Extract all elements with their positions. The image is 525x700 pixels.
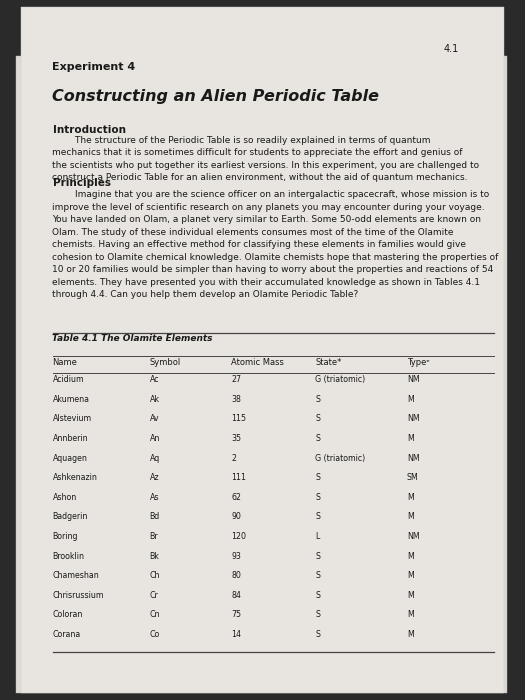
Text: 14: 14 <box>231 630 241 639</box>
Text: Table 4.1 The Olamite Elements: Table 4.1 The Olamite Elements <box>52 334 213 343</box>
Text: 84: 84 <box>231 591 241 600</box>
Text: Ashkenazin: Ashkenazin <box>52 473 97 482</box>
Text: NM: NM <box>407 375 419 384</box>
Text: Acidium: Acidium <box>52 375 84 384</box>
Text: Experiment 4: Experiment 4 <box>52 62 136 71</box>
Text: 90: 90 <box>231 512 241 522</box>
Text: An: An <box>150 434 160 443</box>
Text: S: S <box>315 630 320 639</box>
Text: S: S <box>315 571 320 580</box>
Text: M: M <box>407 610 414 620</box>
Text: S: S <box>315 552 320 561</box>
Text: Alstevium: Alstevium <box>52 414 92 424</box>
Text: M: M <box>407 493 414 502</box>
Text: Corana: Corana <box>52 630 81 639</box>
Text: 62: 62 <box>231 493 241 502</box>
Text: M: M <box>407 571 414 580</box>
Text: S: S <box>315 493 320 502</box>
Text: Aquagen: Aquagen <box>52 454 87 463</box>
Text: S: S <box>315 473 320 482</box>
Text: S: S <box>315 395 320 404</box>
Text: 75: 75 <box>231 610 241 620</box>
Text: Az: Az <box>150 473 159 482</box>
Text: Coloran: Coloran <box>52 610 83 620</box>
Text: Introduction: Introduction <box>52 125 125 134</box>
Text: Constructing an Alien Periodic Table: Constructing an Alien Periodic Table <box>52 89 380 104</box>
Text: 115: 115 <box>231 414 246 424</box>
Text: L: L <box>315 532 319 541</box>
Text: State*: State* <box>315 358 341 367</box>
Text: Br: Br <box>150 532 158 541</box>
Text: Cr: Cr <box>150 591 159 600</box>
Text: S: S <box>315 414 320 424</box>
Text: The structure of the Periodic Table is so readily explained in terms of quantum
: The structure of the Periodic Table is s… <box>52 136 480 182</box>
Text: Atomic Mass: Atomic Mass <box>231 358 284 367</box>
Text: M: M <box>407 630 414 639</box>
Text: S: S <box>315 591 320 600</box>
Text: Ch: Ch <box>150 571 160 580</box>
Text: 93: 93 <box>231 552 241 561</box>
Text: M: M <box>407 591 414 600</box>
Text: Bd: Bd <box>150 512 160 522</box>
Text: Name: Name <box>52 358 77 367</box>
Text: Ac: Ac <box>150 375 159 384</box>
Text: 111: 111 <box>231 473 246 482</box>
Text: S: S <box>315 434 320 443</box>
Bar <box>0 0 525 80</box>
Text: G (triatomic): G (triatomic) <box>315 454 365 463</box>
Text: M: M <box>407 434 414 443</box>
Text: Brooklin: Brooklin <box>52 552 85 561</box>
Text: Symbol: Symbol <box>150 358 181 367</box>
Text: As: As <box>150 493 159 502</box>
Text: Ak: Ak <box>150 395 160 404</box>
Text: 120: 120 <box>231 532 246 541</box>
Text: Annberin: Annberin <box>52 434 88 443</box>
Text: S: S <box>315 610 320 620</box>
Text: 80: 80 <box>231 571 241 580</box>
Text: NM: NM <box>407 454 419 463</box>
Text: 27: 27 <box>231 375 241 384</box>
Text: Cn: Cn <box>150 610 160 620</box>
Text: Ashon: Ashon <box>52 493 77 502</box>
Text: Boring: Boring <box>52 532 78 541</box>
Text: Bk: Bk <box>150 552 160 561</box>
Text: 35: 35 <box>231 434 241 443</box>
Text: M: M <box>407 552 414 561</box>
Text: NM: NM <box>407 532 419 541</box>
Text: 38: 38 <box>231 395 241 404</box>
Text: Typeᵉ: Typeᵉ <box>407 358 430 367</box>
Text: Aq: Aq <box>150 454 160 463</box>
Text: Co: Co <box>150 630 160 639</box>
Text: Akumena: Akumena <box>52 395 89 404</box>
Text: Badgerin: Badgerin <box>52 512 88 522</box>
Text: Chrisrussium: Chrisrussium <box>52 591 104 600</box>
Text: M: M <box>407 512 414 522</box>
Text: SM: SM <box>407 473 418 482</box>
Text: 2: 2 <box>231 454 236 463</box>
Text: Imagine that you are the science officer on an intergalactic spacecraft, whose m: Imagine that you are the science officer… <box>52 190 499 300</box>
Text: 4.1: 4.1 <box>444 44 459 54</box>
Text: Av: Av <box>150 414 159 424</box>
Text: NM: NM <box>407 414 419 424</box>
Text: Principles: Principles <box>52 178 110 188</box>
Text: M: M <box>407 395 414 404</box>
Text: Chameshan: Chameshan <box>52 571 99 580</box>
Text: G (triatomic): G (triatomic) <box>315 375 365 384</box>
Text: S: S <box>315 512 320 522</box>
